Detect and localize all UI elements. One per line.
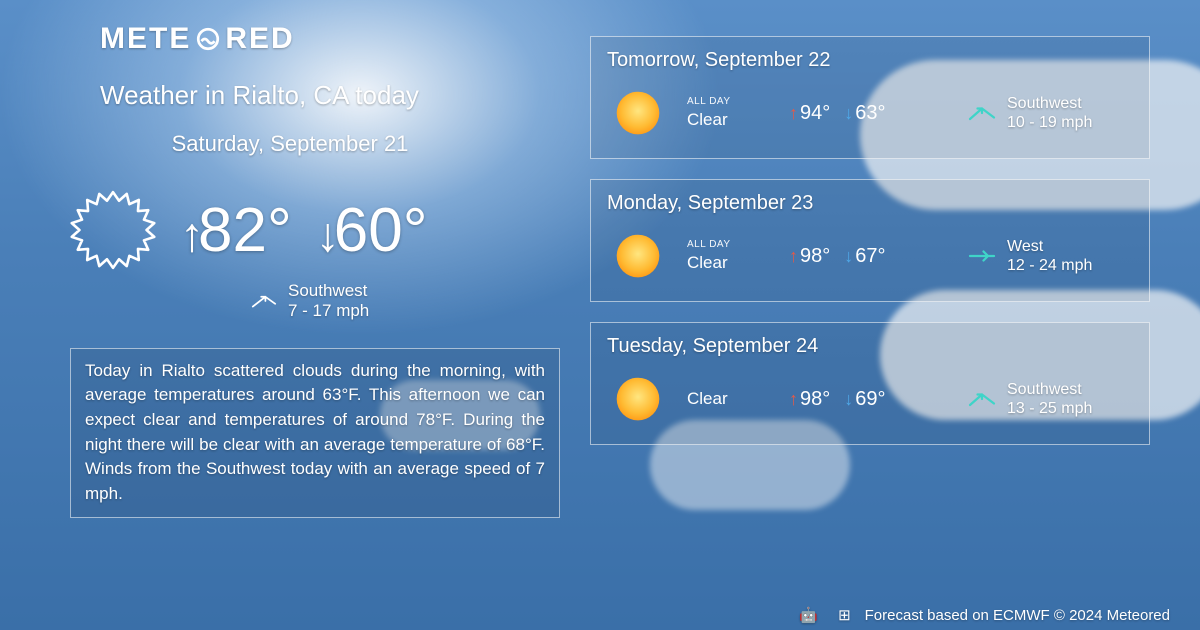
today-panel: METE RED Weather in Rialto, CA today Sat… [0,0,580,630]
wind-direction: Southwest [288,281,369,301]
forecast-date: Monday, September 23 [607,192,1133,215]
wind-direction: West [1007,237,1092,256]
wind-direction: Southwest [1007,380,1092,399]
forecast-panel: Tomorrow, September 22 ALL DAY Clear ↑94… [580,0,1200,630]
wind-arrow-icon [967,388,997,410]
wind-arrow-icon [967,245,997,267]
wind-arrow-icon [967,102,997,124]
forecast-cond-text: Clear [687,389,771,409]
platform-icons: 🤖 ⊞ [799,606,850,624]
forecast-wind: West 12 - 24 mph [967,237,1092,275]
forecast-card: Tomorrow, September 22 ALL DAY Clear ↑94… [590,36,1150,159]
wind-speed: 10 - 19 mph [1007,113,1092,132]
footer-credit: Forecast based on ECMWF © 2024 Meteored [865,607,1170,624]
forecast-wind: Southwest 13 - 25 mph [967,380,1092,418]
forecast-cond-text: Clear [687,253,771,273]
android-icon: 🤖 [799,606,818,624]
forecast-cond-text: Clear [687,110,771,130]
high-temp: ↑82° [180,195,292,266]
forecast-wind: Southwest 10 - 19 mph [967,94,1092,132]
forecast-condition: ALL DAY Clear [687,96,771,130]
footer: 🤖 ⊞ Forecast based on ECMWF © 2024 Meteo… [799,606,1170,624]
forecast-condition: ALL DAY Clear [687,239,771,273]
today-description: Today in Rialto scattered clouds during … [70,348,560,518]
wind-direction: Southwest [1007,94,1092,113]
brand-right: RED [225,22,294,56]
brand-logo: METE RED [100,22,560,56]
sun-icon [607,82,669,144]
forecast-condition: Clear [687,389,771,409]
brand-left: METE [100,22,191,56]
sun-icon [607,225,669,287]
sun-icon [607,368,669,430]
wind-arrow-icon [250,291,278,311]
today-wind: Southwest 7 - 17 mph [250,281,560,322]
today-main: ↑82° ↓60° [70,187,560,273]
forecast-card: Tuesday, September 24 Clear ↑98° ↓69° [590,322,1150,445]
today-temps: ↑82° ↓60° [180,195,428,266]
page-title: Weather in Rialto, CA today [100,80,560,111]
wind-speed: 13 - 25 mph [1007,399,1092,418]
forecast-temps: ↑94° ↓63° [789,102,949,125]
weather-widget: METE RED Weather in Rialto, CA today Sat… [0,0,1200,630]
wind-speed: 7 - 17 mph [288,301,369,321]
sun-outline-icon [70,187,156,273]
forecast-date: Tuesday, September 24 [607,335,1133,358]
logo-icon [195,26,221,52]
today-date: Saturday, September 21 [100,131,480,157]
forecast-date: Tomorrow, September 22 [607,49,1133,72]
forecast-temps: ↑98° ↓69° [789,388,949,411]
forecast-period: ALL DAY [687,96,771,107]
forecast-period: ALL DAY [687,239,771,250]
forecast-temps: ↑98° ↓67° [789,245,949,268]
wind-speed: 12 - 24 mph [1007,256,1092,275]
low-temp: ↓60° [316,195,428,266]
wind-info: Southwest 7 - 17 mph [288,281,369,322]
windows-icon: ⊞ [838,606,851,624]
forecast-card: Monday, September 23 ALL DAY Clear ↑98° … [590,179,1150,302]
